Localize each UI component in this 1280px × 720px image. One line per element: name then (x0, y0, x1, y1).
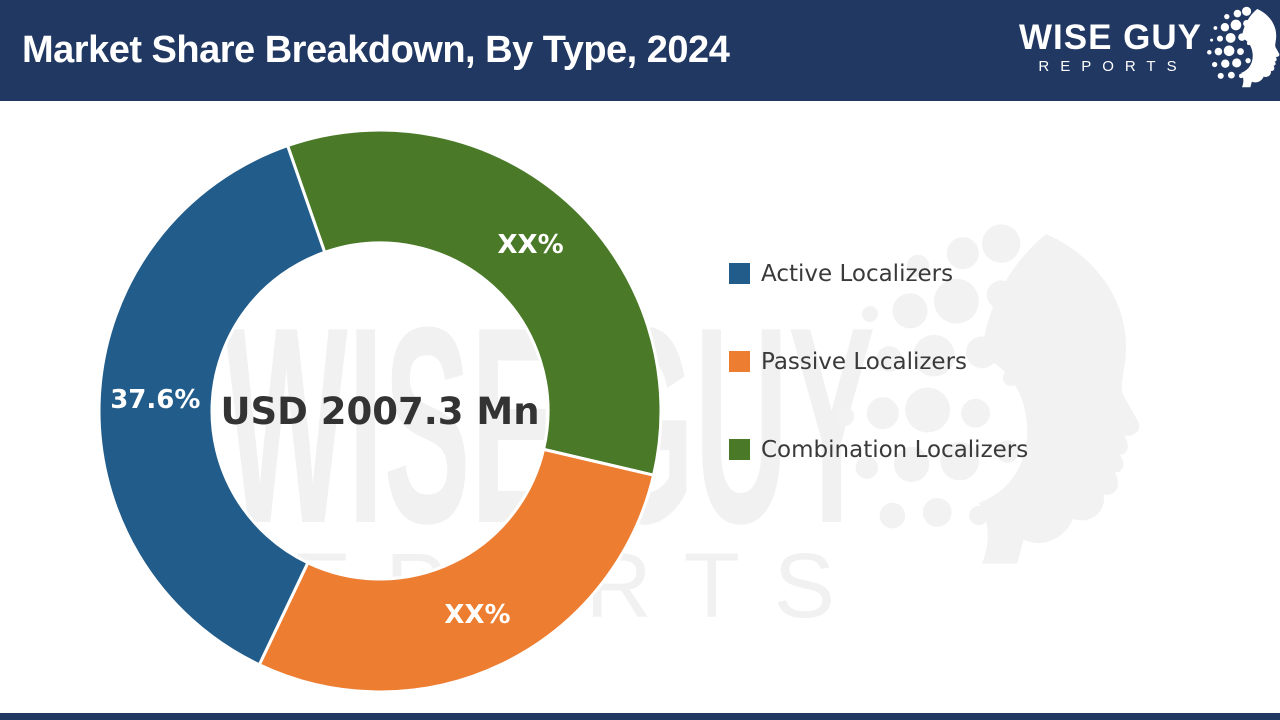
legend-swatch-blue (729, 263, 750, 284)
legend-item-passive-localizers: Passive Localizers (729, 347, 1028, 376)
donut-segment-active-localizers (97, 144, 327, 667)
logo-face-icon (1207, 6, 1280, 88)
segment-value-label: 37.6% (110, 385, 200, 415)
legend-swatch-green (729, 439, 750, 460)
donut-segment-passive-localizers (257, 447, 656, 694)
legend-swatch-orange (729, 351, 750, 372)
donut-segment-combination-localizers (286, 128, 663, 477)
header-bar: Market Share Breakdown, By Type, 2024 WI… (0, 0, 1280, 101)
logo-name: WISE GUY (1018, 17, 1202, 57)
segment-value-label: XX% (498, 230, 564, 260)
chart-legend: Active Localizers Passive Localizers Com… (729, 259, 1028, 464)
segment-value-label: XX% (444, 600, 510, 630)
logo-text: WISE GUY REPORTS (1019, 20, 1202, 75)
wise-guy-logo: WISE GUY REPORTS (1019, 5, 1280, 89)
page-title: Market Share Breakdown, By Type, 2024 (22, 29, 730, 71)
legend-label: Combination Localizers (761, 436, 1029, 463)
legend-item-active-localizers: Active Localizers (729, 259, 1028, 288)
legend-item-combination-localizers: Combination Localizers (729, 435, 1028, 464)
footer-bar (0, 713, 1280, 720)
logo-subname: REPORTS (1038, 57, 1188, 75)
donut-chart: XX% XX% 37.6% USD 2007.3 Mn (97, 128, 663, 694)
legend-label: Active Localizers (761, 260, 954, 287)
legend-label: Passive Localizers (761, 348, 968, 375)
donut-center-value: USD 2007.3 Mn (220, 390, 539, 433)
